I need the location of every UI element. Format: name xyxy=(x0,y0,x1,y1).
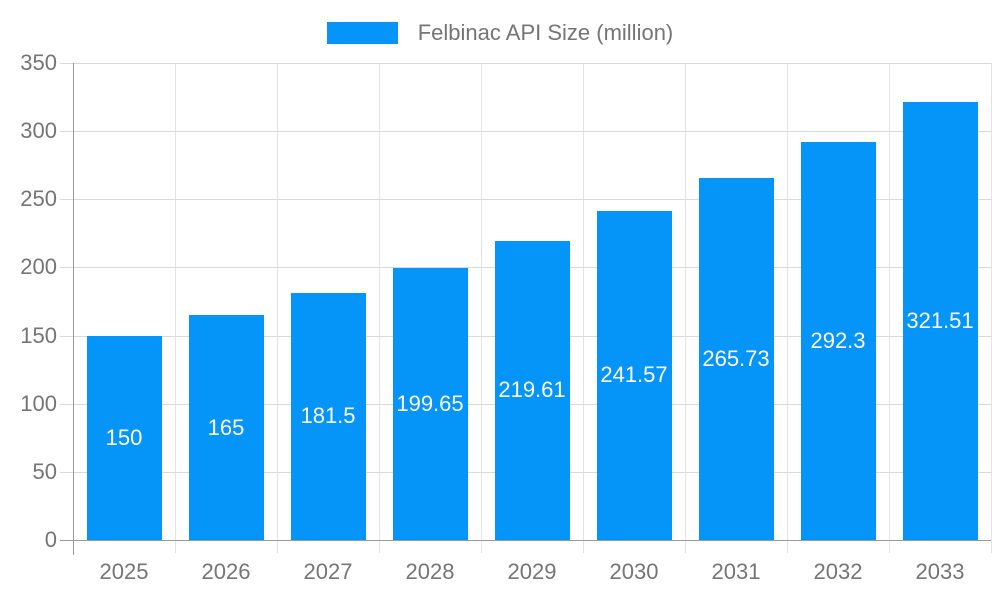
bar: 181.5 xyxy=(290,292,366,540)
bar-value-label: 292.3 xyxy=(810,327,866,353)
v-gridline xyxy=(685,63,686,540)
y-axis-tick xyxy=(60,199,73,201)
x-tick-label: 2029 xyxy=(507,559,557,584)
bar: 265.73 xyxy=(698,177,774,540)
bar: 241.57 xyxy=(596,210,672,540)
bar-value-label: 165 xyxy=(207,414,245,440)
x-tick-label: 2026 xyxy=(201,559,251,584)
bar-value-label: 219.61 xyxy=(498,377,566,403)
y-axis-tick xyxy=(60,63,73,64)
y-tick-label: 0 xyxy=(44,527,57,552)
x-axis-tick xyxy=(787,540,788,553)
v-gridline xyxy=(889,63,890,540)
x-axis-tick xyxy=(481,540,482,553)
v-gridline xyxy=(379,63,380,540)
legend: Felbinac API Size (million) xyxy=(0,21,1000,45)
y-axis-tick xyxy=(60,131,73,133)
y-axis-labels: 0 50 100 150 200 250 300 350 xyxy=(0,50,57,552)
bar-value-label: 321.51 xyxy=(906,307,974,333)
x-tick-label: 2032 xyxy=(813,559,863,584)
y-axis-tick xyxy=(60,471,73,473)
y-tick-label: 50 xyxy=(32,458,57,484)
x-axis-labels: 2025 2026 2027 2028 2029 2030 2031 2032 2033 xyxy=(73,559,991,589)
x-axis-tick xyxy=(991,540,992,553)
x-tick-label: 2025 xyxy=(99,559,149,584)
x-axis-tick xyxy=(277,540,278,553)
y-axis-line xyxy=(73,63,74,555)
y-tick-label: 200 xyxy=(20,254,57,280)
v-gridline xyxy=(481,63,482,540)
x-axis-tick xyxy=(175,540,176,553)
bar-value-label: 150 xyxy=(105,424,143,450)
x-tick-label: 2031 xyxy=(711,559,761,584)
y-axis-tick xyxy=(60,403,73,405)
y-tick-label: 100 xyxy=(20,390,57,416)
bar: 199.65 xyxy=(392,267,468,540)
bar: 165 xyxy=(188,315,264,540)
bar: 219.61 xyxy=(494,240,570,540)
bar-value-label: 199.65 xyxy=(396,390,464,416)
y-axis-tick xyxy=(60,335,73,337)
h-gridline xyxy=(73,199,991,201)
bar-value-label: 265.73 xyxy=(702,345,770,371)
x-axis-tick xyxy=(685,540,686,553)
x-axis-line xyxy=(60,540,991,541)
bar: 321.51 xyxy=(902,101,978,540)
bar-value-label: 181.5 xyxy=(300,403,356,429)
h-gridline xyxy=(73,63,991,64)
h-gridline xyxy=(73,131,991,133)
y-tick-label: 350 xyxy=(20,50,57,75)
x-tick-label: 2027 xyxy=(303,559,353,584)
y-tick-label: 300 xyxy=(20,118,57,144)
x-tick-label: 2030 xyxy=(609,559,659,584)
y-tick-label: 250 xyxy=(20,186,57,212)
x-tick-label: 2028 xyxy=(405,559,455,584)
bar-value-label: 241.57 xyxy=(600,362,668,388)
v-gridline xyxy=(583,63,584,540)
y-axis-tick xyxy=(60,267,73,269)
x-tick-label: 2033 xyxy=(915,559,965,584)
plot-area: 150 165 181.5 199.65 219.61 241.57 265.73 292.3… xyxy=(60,63,992,555)
bar: 292.3 xyxy=(800,141,876,540)
x-axis-tick xyxy=(889,540,890,553)
v-gridline xyxy=(991,63,992,540)
v-gridline xyxy=(277,63,278,540)
y-tick-label: 150 xyxy=(20,322,57,348)
legend-swatch xyxy=(326,22,398,44)
x-axis-tick xyxy=(583,540,584,553)
bar: 150 xyxy=(86,335,162,540)
x-axis-tick xyxy=(379,540,380,553)
legend-label: Felbinac API Size (million) xyxy=(417,20,674,45)
v-gridline xyxy=(175,63,176,540)
v-gridline xyxy=(787,63,788,540)
